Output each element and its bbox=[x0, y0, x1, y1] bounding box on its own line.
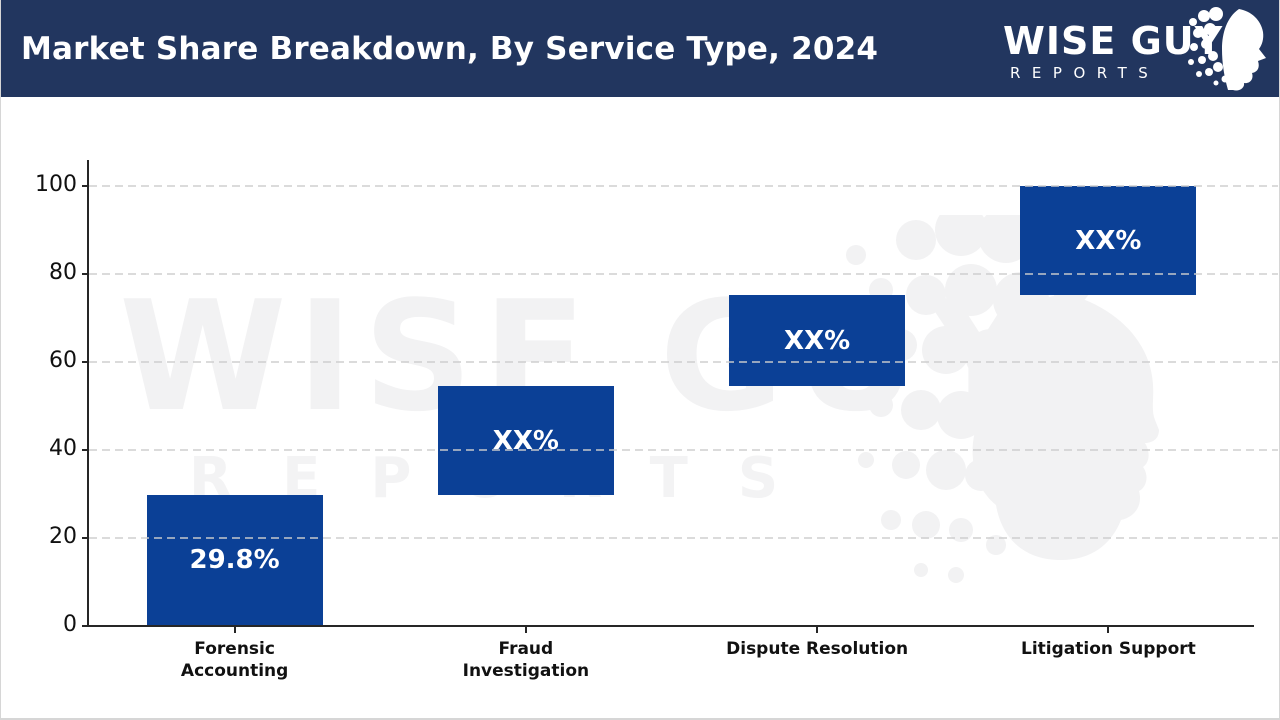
y-axis-line bbox=[87, 160, 89, 627]
gridline-100 bbox=[89, 185, 1278, 187]
y-tick-mark bbox=[82, 449, 89, 451]
bar-value-label: XX% bbox=[1075, 225, 1142, 256]
x-tick-label: Litigation Support bbox=[1020, 639, 1196, 659]
x-tick-label: Forensic Accounting bbox=[180, 639, 289, 681]
header-bar: Market Share Breakdown, By Service Type,… bbox=[1, 0, 1279, 97]
x-tick-label: Fraud Investigation bbox=[462, 639, 590, 681]
x-tick-mark bbox=[233, 626, 236, 633]
bar-value-label: XX% bbox=[492, 425, 559, 456]
bar-segment: XX% bbox=[729, 295, 906, 387]
x-tick-mark bbox=[816, 626, 819, 633]
y-tick-label: 40 bbox=[49, 436, 77, 461]
x-tick-label: Dispute Resolution bbox=[726, 639, 909, 659]
bar-segment: XX% bbox=[1020, 186, 1197, 296]
y-tick-label: 80 bbox=[49, 260, 77, 285]
logo-sub-wordmark: REPORTS bbox=[1010, 64, 1159, 82]
x-axis-line bbox=[87, 625, 1254, 627]
bar-value-label: XX% bbox=[784, 325, 851, 356]
y-tick-label: 100 bbox=[35, 172, 77, 197]
y-tick-label: 0 bbox=[63, 612, 77, 637]
y-tick-mark bbox=[82, 537, 89, 539]
y-tick-label: 20 bbox=[49, 524, 77, 549]
y-tick-mark bbox=[82, 625, 89, 627]
gridline-80 bbox=[89, 273, 1278, 275]
gridline-60 bbox=[89, 361, 1278, 363]
y-tick-mark bbox=[82, 185, 89, 187]
y-tick-mark bbox=[82, 361, 89, 363]
logo-wordmark: WISE GUY bbox=[1003, 19, 1223, 63]
gridline-40 bbox=[89, 449, 1278, 451]
logo-face-icon bbox=[1222, 9, 1266, 91]
gridline-20 bbox=[89, 537, 1278, 539]
bar-segment: XX% bbox=[437, 386, 614, 495]
y-tick-mark bbox=[82, 273, 89, 275]
x-tick-mark bbox=[524, 626, 527, 633]
chart-title: Market Share Breakdown, By Service Type,… bbox=[21, 30, 879, 67]
y-tick-label: 60 bbox=[49, 348, 77, 373]
bar-segment: 29.8% bbox=[146, 494, 323, 626]
logo-dots-icon bbox=[1180, 7, 1229, 86]
x-tick-mark bbox=[1107, 626, 1110, 633]
wiseguy-logo: WISE GUY REPORTS bbox=[1003, 7, 1266, 91]
bar-value-label: 29.8% bbox=[189, 545, 280, 576]
